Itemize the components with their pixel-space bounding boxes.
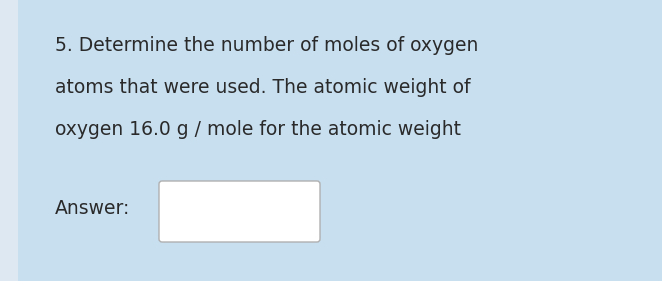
Text: atoms that were used. The atomic weight of: atoms that were used. The atomic weight … — [55, 78, 471, 97]
FancyBboxPatch shape — [159, 181, 320, 242]
Text: Answer:: Answer: — [55, 200, 130, 219]
FancyBboxPatch shape — [0, 0, 18, 281]
Text: 5. Determine the number of moles of oxygen: 5. Determine the number of moles of oxyg… — [55, 36, 479, 55]
Text: oxygen 16.0 g / mole for the atomic weight: oxygen 16.0 g / mole for the atomic weig… — [55, 120, 461, 139]
